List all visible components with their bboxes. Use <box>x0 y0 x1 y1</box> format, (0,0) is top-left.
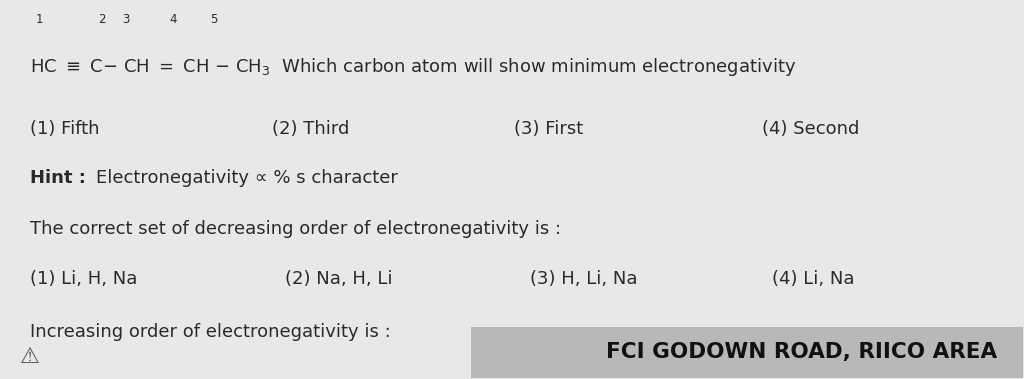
Text: The correct set of decreasing order of electronegativity is :: The correct set of decreasing order of e… <box>30 219 561 238</box>
Text: 4: 4 <box>169 13 177 26</box>
Text: (3) H, Li, Na: (3) H, Li, Na <box>530 270 638 288</box>
Text: ⚠: ⚠ <box>19 347 40 367</box>
Text: Increasing order of electronegativity is :: Increasing order of electronegativity is… <box>30 323 391 341</box>
Text: (2) Third: (2) Third <box>272 120 349 138</box>
Text: HC $\equiv$ C$-$ CH $=$ CH $-$ CH$_3$  Which carbon atom will show minimum elect: HC $\equiv$ C$-$ CH $=$ CH $-$ CH$_3$ Wh… <box>30 56 796 78</box>
Text: (4) Li, Na: (4) Li, Na <box>772 270 855 288</box>
Text: FCI GODOWN ROAD, RIICO AREA: FCI GODOWN ROAD, RIICO AREA <box>606 342 997 362</box>
Text: 2: 2 <box>97 13 105 26</box>
Text: (4) Second: (4) Second <box>762 120 859 138</box>
FancyBboxPatch shape <box>471 327 1023 377</box>
Text: 5: 5 <box>210 13 217 26</box>
Text: 1: 1 <box>36 13 43 26</box>
Text: (1) Li, H, Na: (1) Li, H, Na <box>30 270 137 288</box>
Text: (2) Na, H, Li: (2) Na, H, Li <box>286 270 393 288</box>
Text: 3: 3 <box>122 13 130 26</box>
Text: (3) First: (3) First <box>514 120 584 138</box>
Text: (1) Fifth: (1) Fifth <box>30 120 99 138</box>
Text: Electronegativity ∝ % s character: Electronegativity ∝ % s character <box>96 169 398 187</box>
Text: Hint :: Hint : <box>30 169 92 187</box>
